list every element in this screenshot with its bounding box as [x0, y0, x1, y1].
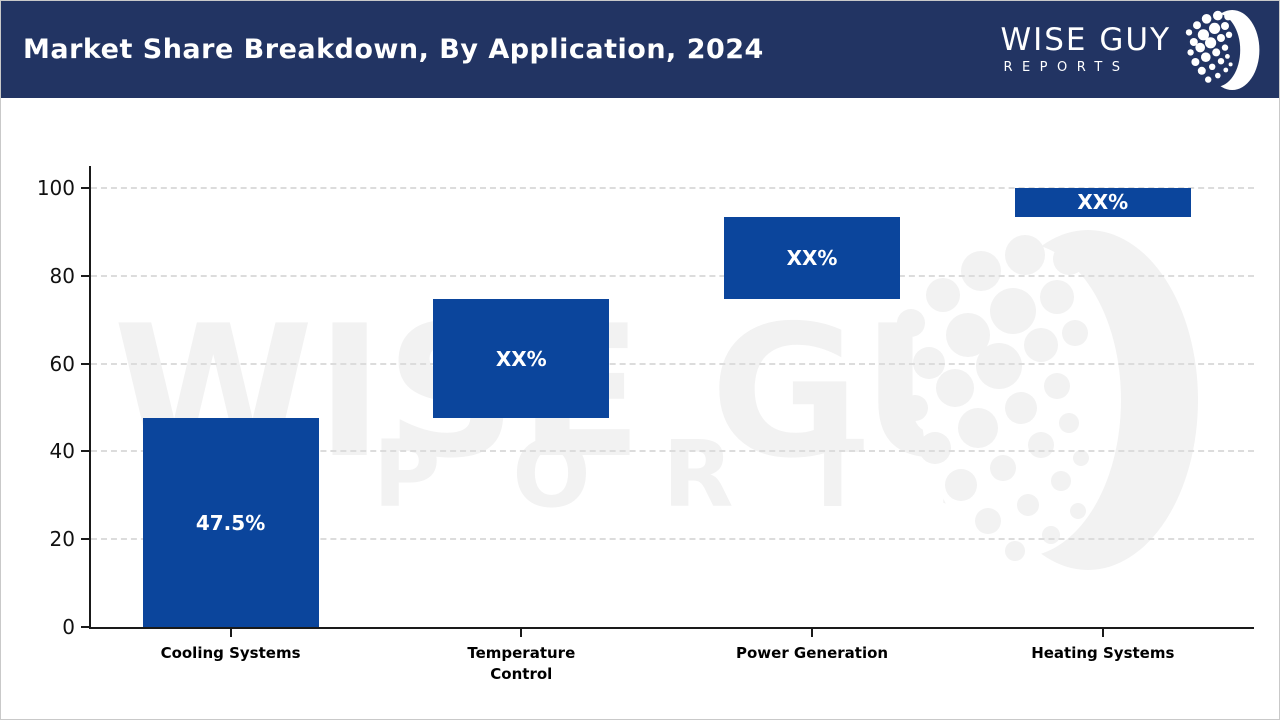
y-axis-line	[89, 166, 91, 629]
bar-temperature-control: XX%	[433, 299, 610, 419]
x-tick-mark	[229, 629, 232, 637]
bar-value-label: XX%	[786, 245, 838, 270]
y-tick-mark	[81, 274, 90, 277]
x-tick-label: Temperature Control	[401, 643, 641, 685]
brand-name: WISE GUY	[1000, 21, 1171, 58]
y-tick-label: 0	[62, 615, 75, 639]
y-tick-label: 80	[49, 263, 75, 288]
y-tick-mark	[81, 626, 90, 628]
y-tick-mark	[81, 362, 90, 365]
x-tick-label: Heating Systems	[983, 643, 1223, 664]
x-tick-label: Cooling Systems	[111, 643, 351, 664]
y-tick-label: 20	[49, 527, 75, 552]
gridline	[91, 186, 1254, 189]
bar-value-label: XX%	[495, 346, 547, 371]
gridline	[91, 362, 1254, 365]
brand-face-icon	[1185, 9, 1260, 90]
x-tick-mark	[811, 629, 814, 637]
gridline	[91, 538, 1254, 541]
page-title: Market Share Breakdown, By Application, …	[23, 34, 764, 65]
x-tick-mark	[520, 629, 523, 637]
y-tick-label: 100	[36, 175, 75, 200]
x-tick-label-line: Temperature	[467, 644, 576, 662]
x-axis-line	[89, 627, 1254, 629]
brand-logo: WISE GUY REPORTS	[1000, 8, 1261, 92]
x-tick-label-line: Power Generation	[735, 644, 889, 662]
brand-text: WISE GUY REPORTS	[1000, 21, 1171, 75]
y-tick-mark	[81, 186, 90, 189]
bar-power-generation: XX%	[724, 216, 901, 300]
x-tick-label: Power Generation	[692, 643, 932, 664]
gridline	[91, 274, 1254, 277]
y-tick-mark	[81, 538, 90, 541]
bar-value-label: XX%	[1077, 190, 1129, 215]
bar-value-label: 47.5%	[195, 510, 266, 535]
x-tick-label-line: Control	[490, 665, 553, 683]
header: Market Share Breakdown, By Application, …	[1, 1, 1279, 98]
x-tick-mark	[1101, 629, 1104, 637]
x-tick-label-line: Cooling Systems	[160, 644, 301, 662]
y-tick-mark	[81, 450, 90, 453]
y-tick-label: 40	[49, 439, 75, 464]
gridline	[91, 450, 1254, 453]
x-tick-label-line: Heating Systems	[1031, 644, 1175, 662]
bar-cooling-systems: 47.5%	[142, 418, 319, 627]
brand-subtitle: REPORTS	[1003, 59, 1130, 75]
y-tick-label: 60	[49, 351, 75, 376]
bar-heating-systems: XX%	[1014, 187, 1191, 217]
